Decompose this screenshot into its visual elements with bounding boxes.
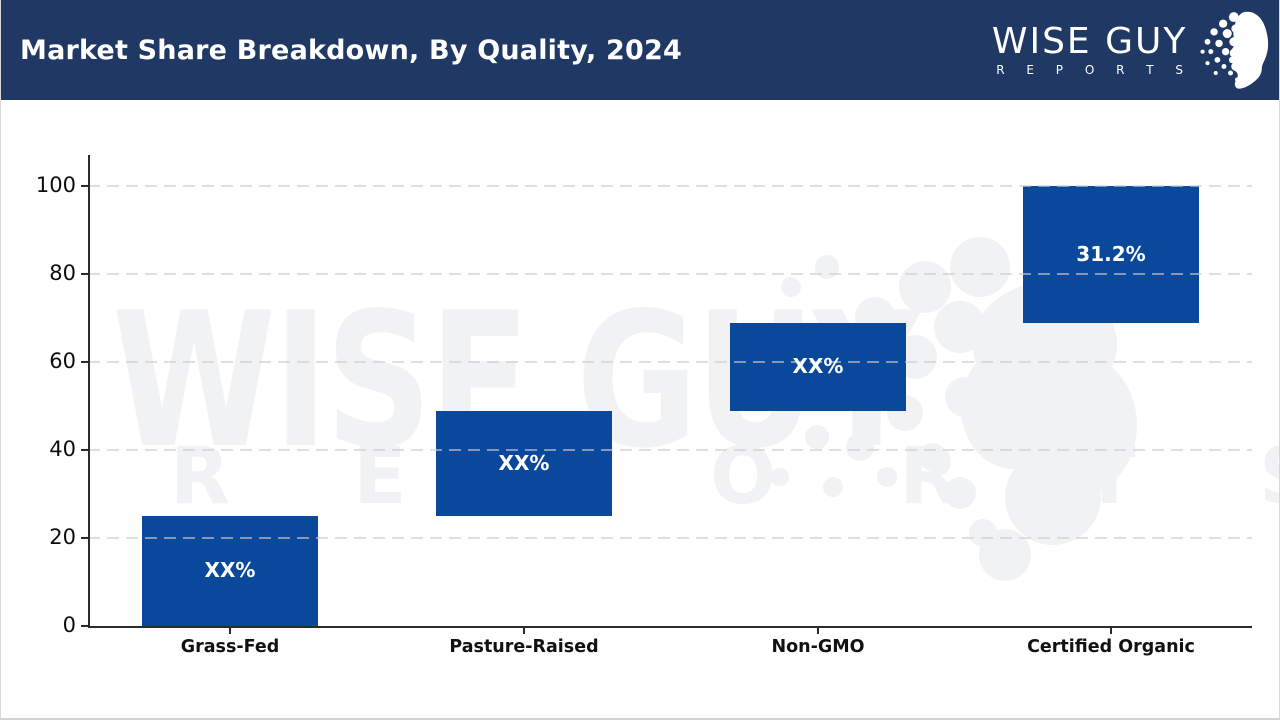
y-axis-tick: [81, 625, 88, 627]
bar-grass-fed: [142, 516, 318, 626]
y-axis-tick-label: 80: [49, 261, 76, 285]
page-title: Market Share Breakdown, By Quality, 2024: [20, 34, 682, 66]
gridline-y-80: [88, 273, 1252, 275]
logo-head-icon: [1200, 11, 1269, 89]
y-axis-tick: [81, 537, 88, 539]
x-axis-category-label: Non-GMO: [771, 637, 865, 657]
bar-value-label: XX%: [792, 354, 844, 379]
brand-logo-text: WISE GUY R E P O R T S: [987, 23, 1192, 77]
y-axis-tick-label: 40: [49, 437, 76, 461]
x-axis-category-label: Grass-Fed: [180, 637, 280, 657]
y-axis-tick-label: 20: [49, 525, 76, 549]
bar-non-gmo: [730, 323, 906, 412]
y-axis-tick: [81, 273, 88, 275]
x-axis-tick: [1110, 628, 1112, 634]
bar-value-label: XX%: [498, 450, 550, 475]
bar-value-label: 31.2%: [1076, 241, 1146, 266]
y-axis-tick-label: 0: [62, 613, 76, 637]
bar-pasture-raised: [436, 411, 612, 516]
watermark-head-icon: [771, 237, 1137, 581]
gridline-y-100: [88, 185, 1252, 187]
x-axis-tick: [229, 628, 231, 634]
y-axis-tick-label: 100: [35, 173, 76, 197]
y-axis-line: [88, 155, 90, 628]
bar-value-label: XX%: [204, 558, 256, 582]
chart-plot-area: WISE GUY R E P O R T S 0 20 40 60 80 100 XX% XX…: [0, 100, 1280, 720]
y-axis-tick: [81, 185, 88, 187]
header-bar: Market Share Breakdown, By Quality, 2024…: [0, 0, 1280, 100]
y-axis-tick: [81, 361, 88, 363]
x-axis-category-label: Certified Organic: [1027, 637, 1195, 657]
x-axis-line: [88, 626, 1252, 628]
gridline-y-40: [88, 449, 1252, 451]
gridline-y-60: [88, 361, 1252, 363]
gridline-y-20: [88, 537, 1252, 539]
brand-logo: WISE GUY R E P O R T S: [987, 0, 1270, 100]
x-axis-category-label: Pasture-Raised: [449, 637, 599, 657]
x-axis-tick: [523, 628, 525, 634]
bar-certified-organic: [1023, 186, 1199, 324]
y-axis-tick: [81, 449, 88, 451]
x-axis-tick: [817, 628, 819, 634]
brand-name: WISE GUY: [991, 21, 1188, 63]
y-axis-tick-label: 60: [49, 349, 76, 373]
brand-subtitle: R E P O R T S: [996, 62, 1192, 77]
